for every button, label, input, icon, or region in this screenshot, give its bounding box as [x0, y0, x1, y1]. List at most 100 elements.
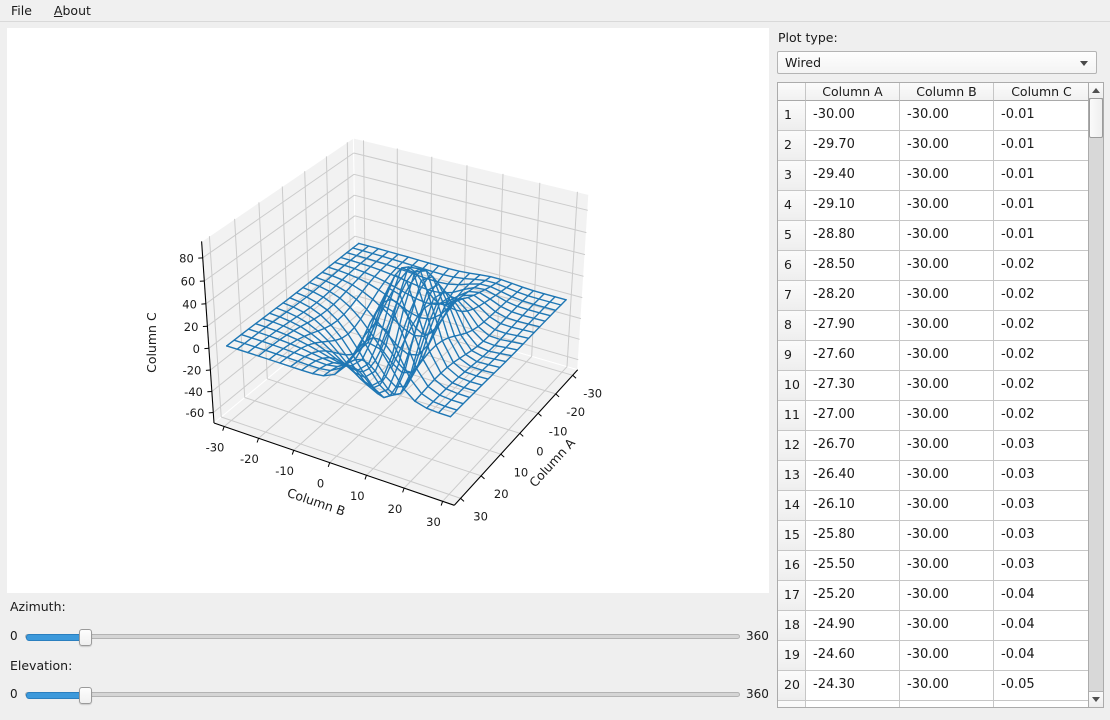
table-cell[interactable]: -28.50 — [806, 251, 900, 281]
scrollbar-thumb[interactable] — [1089, 98, 1103, 138]
table-cell[interactable]: -30.00 — [900, 491, 994, 521]
table-cell[interactable]: -0.02 — [994, 341, 1089, 371]
menu-item-about[interactable]: About — [53, 3, 91, 18]
table-cell[interactable]: -0.02 — [994, 401, 1089, 431]
table-cell[interactable]: -30.00 — [900, 641, 994, 671]
elevation-slider-handle[interactable] — [79, 687, 93, 704]
chevron-down-icon — [1080, 61, 1088, 66]
row-number[interactable]: 15 — [778, 521, 806, 551]
table-cell[interactable]: -0.02 — [994, 281, 1089, 311]
azimuth-slider-handle[interactable] — [79, 629, 93, 646]
table-cell[interactable]: -29.10 — [806, 191, 900, 221]
table-cell[interactable]: -30.00 — [900, 251, 994, 281]
table-cell[interactable]: -30.00 — [900, 311, 994, 341]
row-number[interactable]: 16 — [778, 551, 806, 581]
table-cell[interactable]: -0.03 — [994, 491, 1089, 521]
row-number[interactable]: 2 — [778, 131, 806, 161]
table-cell[interactable]: -28.20 — [806, 281, 900, 311]
table-cell[interactable]: -30.00 — [806, 101, 900, 131]
table-cell[interactable]: -27.60 — [806, 341, 900, 371]
table-cell[interactable]: -25.20 — [806, 581, 900, 611]
table-cell[interactable]: -30.00 — [900, 371, 994, 401]
table-cell[interactable]: -24.30 — [806, 671, 900, 701]
table-cell[interactable]: -0.01 — [994, 221, 1089, 251]
table-cell[interactable]: -0.01 — [994, 161, 1089, 191]
table-cell[interactable]: -24.90 — [806, 611, 900, 641]
table-cell[interactable]: -30.00 — [900, 131, 994, 161]
table-cell[interactable]: -30.00 — [900, 281, 994, 311]
table-cell[interactable]: -25.50 — [806, 551, 900, 581]
table-cell[interactable]: -30.00 — [900, 431, 994, 461]
table-cell[interactable]: -0.03 — [994, 431, 1089, 461]
table-cell[interactable]: -30.00 — [900, 191, 994, 221]
row-number[interactable]: 1 — [778, 101, 806, 131]
table-cell[interactable]: -30.00 — [900, 521, 994, 551]
row-number[interactable]: 5 — [778, 221, 806, 251]
table-scrollbar[interactable] — [1088, 82, 1104, 708]
table-cell[interactable]: -29.40 — [806, 161, 900, 191]
table-cell[interactable]: -30.00 — [900, 221, 994, 251]
column-header[interactable]: Column B — [900, 83, 994, 101]
table-cell[interactable]: -30.00 — [900, 101, 994, 131]
table-cell[interactable]: -25.80 — [806, 521, 900, 551]
svg-text:10: 10 — [350, 489, 365, 503]
row-number[interactable]: 8 — [778, 311, 806, 341]
table-cell[interactable]: -27.90 — [806, 311, 900, 341]
row-number[interactable]: 3 — [778, 161, 806, 191]
plot-type-select[interactable]: Wired — [777, 51, 1097, 74]
table-cell[interactable]: -0.04 — [994, 641, 1089, 671]
table-cell[interactable]: -26.10 — [806, 491, 900, 521]
row-number[interactable]: 19 — [778, 641, 806, 671]
column-header[interactable] — [778, 83, 806, 101]
table-cell[interactable]: -30.00 — [900, 611, 994, 641]
table-cell[interactable]: -0.02 — [994, 311, 1089, 341]
row-number[interactable]: 18 — [778, 611, 806, 641]
table-cell[interactable]: -0.04 — [994, 611, 1089, 641]
elevation-slider-track[interactable] — [25, 687, 740, 704]
row-number[interactable]: 14 — [778, 491, 806, 521]
row-number[interactable]: 10 — [778, 371, 806, 401]
table-row: 10 -27.30 -30.00 -0.02 — [778, 371, 1089, 401]
scroll-down-button[interactable] — [1089, 691, 1103, 707]
row-number[interactable]: 6 — [778, 251, 806, 281]
table-cell[interactable]: -24.60 — [806, 641, 900, 671]
row-number[interactable]: 17 — [778, 581, 806, 611]
plot-canvas[interactable]: -30 -20 -10 0 10 20 30 -30 -20 -10 0 10 20 30 -60 -40 -2… — [7, 28, 769, 593]
row-number[interactable]: 7 — [778, 281, 806, 311]
table-cell[interactable]: -0.01 — [994, 131, 1089, 161]
table-cell[interactable]: -27.00 — [806, 401, 900, 431]
table-cell[interactable]: -30.00 — [900, 581, 994, 611]
table-cell[interactable]: -28.80 — [806, 221, 900, 251]
table-cell[interactable]: -0.05 — [994, 671, 1089, 701]
table-cell[interactable]: -30.00 — [900, 161, 994, 191]
table-cell[interactable]: -27.30 — [806, 371, 900, 401]
table-cell[interactable]: -30.00 — [900, 401, 994, 431]
elevation-max-label: 360 — [746, 687, 769, 701]
table-cell[interactable]: -30.00 — [900, 461, 994, 491]
table-cell[interactable]: -30.00 — [900, 341, 994, 371]
scroll-up-button[interactable] — [1089, 83, 1103, 99]
table-cell[interactable]: -0.01 — [994, 191, 1089, 221]
row-number[interactable]: 4 — [778, 191, 806, 221]
table-cell[interactable]: -26.70 — [806, 431, 900, 461]
menu-item-file[interactable]: File — [11, 3, 32, 18]
table-cell[interactable]: -29.70 — [806, 131, 900, 161]
row-number[interactable]: 12 — [778, 431, 806, 461]
table-cell[interactable]: -0.03 — [994, 521, 1089, 551]
row-number[interactable]: 11 — [778, 401, 806, 431]
table-cell[interactable]: -0.02 — [994, 371, 1089, 401]
column-header[interactable]: Column C — [994, 83, 1089, 101]
table-cell[interactable]: -0.02 — [994, 251, 1089, 281]
table-cell[interactable]: -0.03 — [994, 461, 1089, 491]
azimuth-slider-track[interactable] — [25, 629, 740, 646]
table-cell[interactable]: -0.04 — [994, 581, 1089, 611]
row-number[interactable]: 9 — [778, 341, 806, 371]
row-number[interactable]: 13 — [778, 461, 806, 491]
table-cell[interactable]: -30.00 — [900, 551, 994, 581]
table-cell[interactable]: -0.01 — [994, 101, 1089, 131]
table-cell[interactable]: -26.40 — [806, 461, 900, 491]
column-header[interactable]: Column A — [806, 83, 900, 101]
table-cell[interactable]: -30.00 — [900, 671, 994, 701]
row-number[interactable]: 20 — [778, 671, 806, 701]
table-cell[interactable]: -0.03 — [994, 551, 1089, 581]
